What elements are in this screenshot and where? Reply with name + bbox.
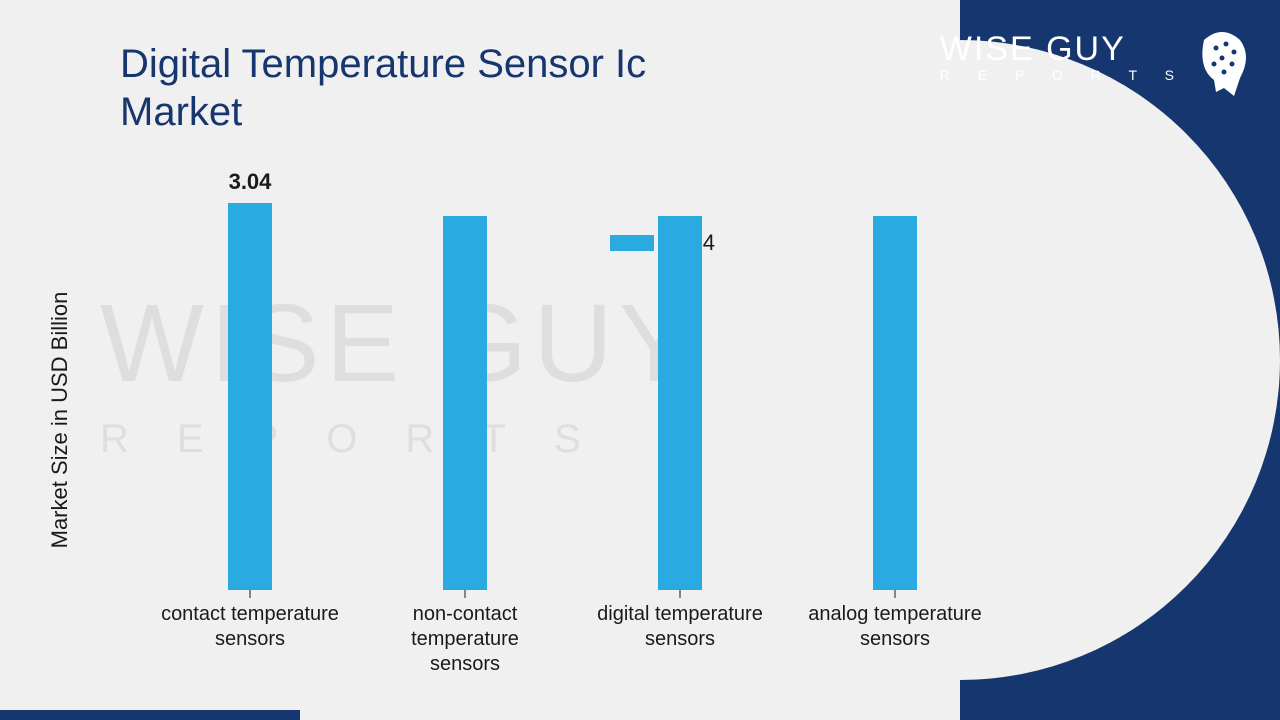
page-title: Digital Temperature Sensor Ic Market	[120, 40, 760, 136]
bar-tick	[250, 590, 251, 598]
bottom-strip	[0, 710, 300, 720]
brand-sub: R E P O R T S	[940, 67, 1186, 83]
bar-tick	[465, 590, 466, 598]
bar-label: digital temperature sensors	[590, 602, 770, 652]
bar-label: non-contact temperature sensors	[375, 602, 555, 677]
bar-tick	[895, 590, 896, 598]
bar	[443, 216, 487, 590]
y-axis-label: Market Size in USD Billion	[47, 292, 73, 549]
brand-head-icon	[1194, 30, 1250, 96]
stage: WISE GUY REPORTS Digital Temperature Sen…	[0, 0, 1280, 720]
bar-tick	[680, 590, 681, 598]
bar-label: analog temperature sensors	[805, 602, 985, 652]
brand-logo: WISE GUY R E P O R T S	[940, 30, 1250, 96]
brand-main: WISE GUY	[940, 30, 1186, 69]
plot-area: contact temperature sensors3.04non-conta…	[130, 170, 970, 590]
bar-chart: Market Size in USD Billion 2024 contact …	[70, 160, 970, 680]
bar-label: contact temperature sensors	[160, 602, 340, 652]
bar	[658, 216, 702, 590]
bar	[873, 216, 917, 590]
bar-value: 3.04	[229, 169, 272, 195]
bar	[228, 203, 272, 590]
